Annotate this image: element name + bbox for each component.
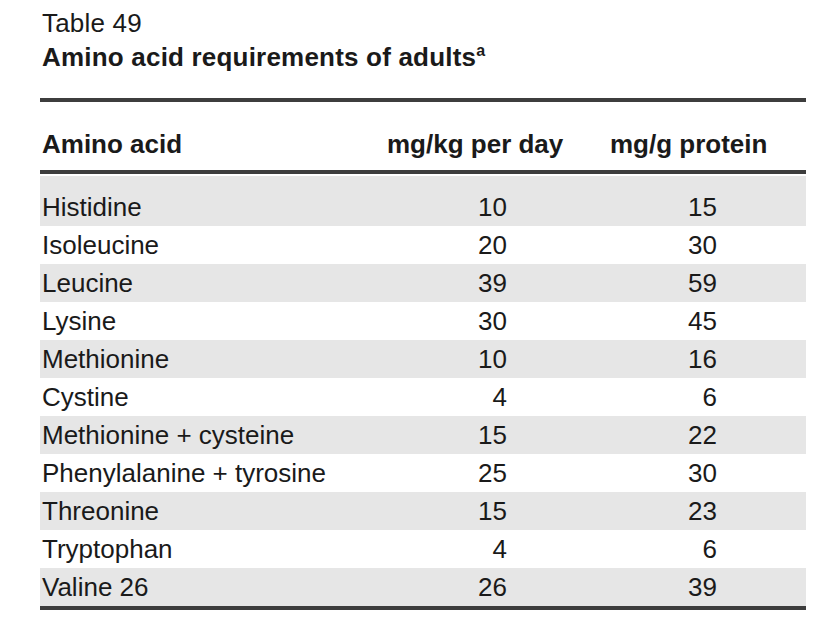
row-filler: [717, 264, 806, 302]
mg-g-protein-cell: 30: [507, 226, 717, 264]
row-filler: [717, 226, 806, 264]
row-filler: [717, 568, 806, 606]
row-filler: [717, 454, 806, 492]
table-row: Phenylalanine + tyrosine2530: [40, 454, 806, 492]
row-filler: [717, 188, 806, 226]
row-filler: [717, 530, 806, 568]
mg-kg-per-day-cell: 4: [420, 530, 507, 568]
row-filler: [717, 416, 806, 454]
mg-kg-per-day-cell: 25: [420, 454, 507, 492]
amino-acid-name-cell: Threonine: [40, 492, 420, 530]
mg-kg-per-day-cell: 30: [420, 302, 507, 340]
mg-g-protein-cell: 6: [507, 378, 717, 416]
mg-g-protein-cell: 45: [507, 302, 717, 340]
amino-acid-name-cell: Cystine: [40, 378, 420, 416]
amino-acid-name-cell: Valine 26: [40, 568, 420, 606]
mg-kg-per-day-cell: 15: [420, 492, 507, 530]
row-filler: [717, 378, 806, 416]
column-header-mg-g-protein: mg/g protein: [610, 129, 767, 160]
column-header-mg-kg-per-day: mg/kg per day: [387, 129, 563, 160]
mg-g-protein-cell: 59: [507, 264, 717, 302]
row-filler: [717, 492, 806, 530]
amino-acid-name-cell: Histidine: [40, 188, 420, 226]
mg-g-protein-cell: 15: [507, 188, 717, 226]
amino-acid-name-cell: Methionine + cysteine: [40, 416, 420, 454]
bottom-rule: [40, 606, 806, 610]
mg-g-protein-cell: 30: [507, 454, 717, 492]
row-filler: [717, 340, 806, 378]
mg-kg-per-day-cell: 4: [420, 378, 507, 416]
mg-kg-per-day-cell: 39: [420, 264, 507, 302]
table-row: Methionine1016: [40, 340, 806, 378]
mg-kg-per-day-cell: 26: [420, 568, 507, 606]
amino-acid-name-cell: Leucine: [40, 264, 420, 302]
table-row: Valine 262639: [40, 568, 806, 606]
table-row: Histidine1015: [40, 176, 806, 226]
mg-g-protein-cell: 23: [507, 492, 717, 530]
table-header-row: Amino acid mg/kg per day mg/g protein: [40, 102, 806, 170]
table-title-text: Amino acid requirements of adults: [42, 42, 476, 72]
table-row: Cystine46: [40, 378, 806, 416]
table-row: Lysine3045: [40, 302, 806, 340]
amino-acid-name-cell: Phenylalanine + tyrosine: [40, 454, 420, 492]
amino-acid-name-cell: Isoleucine: [40, 226, 420, 264]
mg-kg-per-day-cell: 10: [420, 340, 507, 378]
table-row: Leucine3959: [40, 264, 806, 302]
table-row: Isoleucine2030: [40, 226, 806, 264]
mg-kg-per-day-cell: 20: [420, 226, 507, 264]
table-title: Amino acid requirements of adultsa: [42, 42, 485, 73]
header-rule: [40, 170, 806, 174]
table-number-label: Table 49: [42, 8, 142, 39]
amino-acid-name-cell: Lysine: [40, 302, 420, 340]
mg-g-protein-cell: 22: [507, 416, 717, 454]
document-page: Table 49 Amino acid requirements of adul…: [0, 0, 824, 621]
mg-kg-per-day-cell: 15: [420, 416, 507, 454]
table-row: Tryptophan46: [40, 530, 806, 568]
table-body: Histidine1015Isoleucine2030Leucine3959Ly…: [40, 176, 806, 606]
table-row: Methionine + cysteine1522: [40, 416, 806, 454]
mg-kg-per-day-cell: 10: [420, 188, 507, 226]
table-row: Threonine1523: [40, 492, 806, 530]
amino-acid-name-cell: Methionine: [40, 340, 420, 378]
column-header-amino-acid: Amino acid: [42, 129, 182, 160]
row-filler: [717, 302, 806, 340]
mg-g-protein-cell: 39: [507, 568, 717, 606]
mg-g-protein-cell: 16: [507, 340, 717, 378]
table-title-footnote-marker: a: [476, 42, 485, 59]
amino-acid-name-cell: Tryptophan: [40, 530, 420, 568]
mg-g-protein-cell: 6: [507, 530, 717, 568]
